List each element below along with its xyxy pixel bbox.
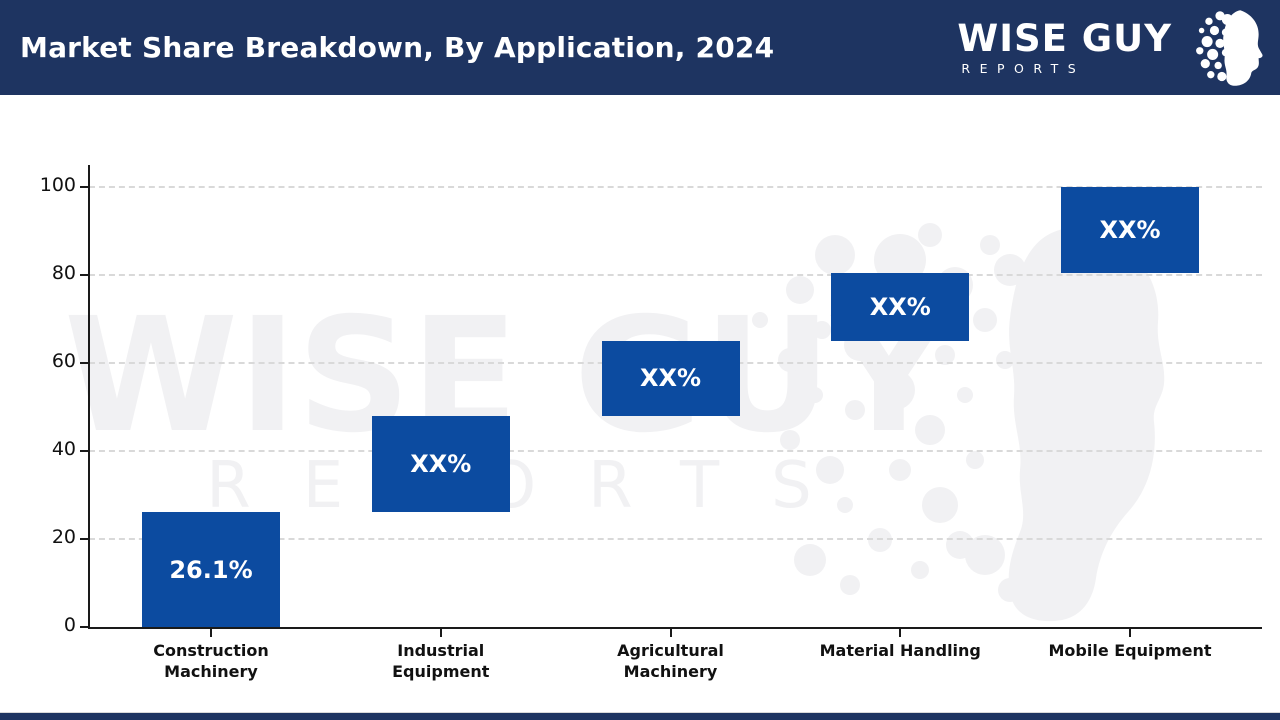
- ytick-mark-20: [80, 538, 89, 540]
- xtick-mark: [669, 629, 672, 637]
- bar-value-label: XX%: [639, 364, 702, 393]
- ytick-mark-60: [80, 362, 89, 364]
- brand-logo: WISE GUY REPORTS: [957, 6, 1266, 90]
- gridline-y100: [89, 186, 1262, 188]
- ytick-label-40: 40: [51, 438, 76, 460]
- footer-bar: [0, 712, 1280, 720]
- ytick-mark-100: [80, 186, 89, 188]
- category-label: Construction Machinery: [153, 641, 269, 681]
- brand-logo-subtext: REPORTS: [961, 60, 1086, 76]
- bar-segment: XX%: [831, 272, 970, 341]
- gridline-y80: [89, 274, 1262, 276]
- category-label: Agricultural Machinery: [617, 641, 724, 681]
- xtick-mark: [210, 629, 212, 637]
- xtick-mark: [439, 629, 442, 637]
- bar-value-label: 26.1%: [169, 555, 253, 584]
- y-axis-line: [88, 165, 90, 629]
- watermark-text-line2: REPORTS: [206, 449, 863, 523]
- header-bar: Market Share Breakdown, By Application, …: [0, 0, 1280, 95]
- ytick-label-60: 60: [51, 350, 76, 372]
- x-axis-line: [88, 627, 1262, 629]
- page-title: Market Share Breakdown, By Application, …: [20, 31, 775, 64]
- watermark-face-profile: [1008, 228, 1165, 622]
- ytick-mark-80: [80, 274, 89, 276]
- category-label: Mobile Equipment: [1048, 641, 1212, 660]
- bar-value-label: XX%: [410, 449, 472, 478]
- ytick-mark-40: [80, 450, 89, 452]
- xtick-mark: [1129, 629, 1131, 637]
- ytick-label-0: 0: [63, 614, 76, 636]
- brand-logo-wordmark: WISE GUY: [957, 16, 1172, 60]
- category-label: Industrial Equipment: [392, 641, 490, 681]
- ytick-label-100: 100: [39, 174, 76, 196]
- xtick-mark: [899, 629, 902, 637]
- bar-segment: XX%: [601, 341, 740, 416]
- gridline-y20: [89, 538, 1262, 540]
- ytick-mark-0: [80, 626, 89, 628]
- bar-segment: 26.1%: [142, 512, 280, 627]
- ytick-label-80: 80: [51, 262, 76, 284]
- gridline-y40: [89, 450, 1262, 452]
- bar-segment: XX%: [371, 415, 510, 513]
- ytick-label-20: 20: [51, 526, 76, 548]
- brand-logo-face-icon: [1196, 9, 1263, 86]
- bar-segment: XX%: [1061, 187, 1199, 273]
- bar-value-label: XX%: [869, 292, 931, 321]
- category-label: Material Handling: [819, 641, 981, 660]
- bar-value-label: XX%: [1099, 215, 1161, 244]
